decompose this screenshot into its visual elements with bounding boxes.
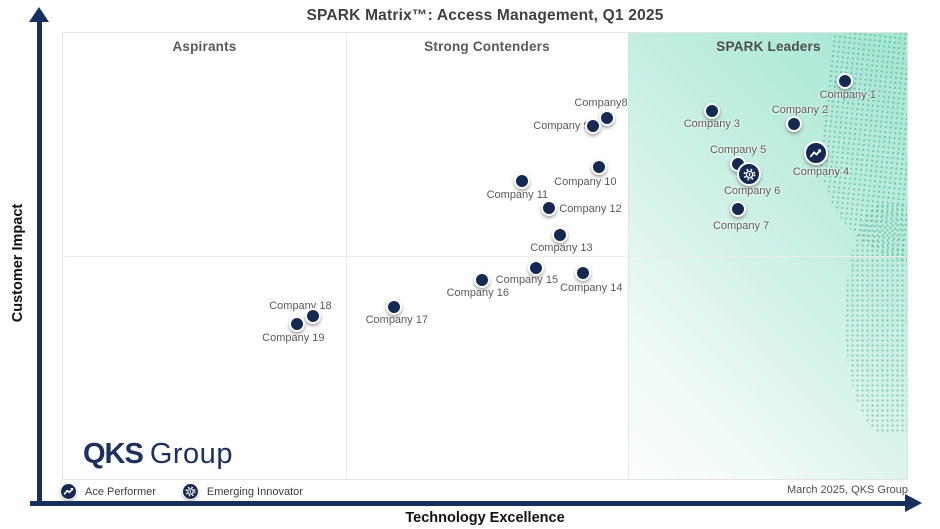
- point-label-company-2: Company 2: [771, 103, 829, 116]
- y-axis-label: Customer Impact: [10, 203, 26, 323]
- point-label-company-6: Company 6: [723, 185, 781, 198]
- point-label-company-3: Company 3: [683, 117, 741, 130]
- point-label-company-18: Company 18: [269, 300, 332, 313]
- data-point-company-13: [552, 227, 569, 244]
- data-point-company-18: [305, 308, 322, 325]
- data-point-company-14: [575, 265, 592, 282]
- data-point-company-11: [514, 172, 531, 189]
- y-axis-line: [37, 20, 42, 506]
- point-label-company-19: Company 19: [262, 332, 325, 345]
- emerging-innovator-icon: [181, 483, 199, 500]
- data-point-company-19: [289, 316, 306, 333]
- point-label-company-10: Company 10: [554, 175, 617, 188]
- y-axis-arrow-icon: [29, 7, 49, 22]
- qks-group-logo: QKS Group: [83, 438, 233, 471]
- footnote-date: March 2025, QKS Group: [786, 484, 908, 496]
- point-label-company-7: Company 7: [712, 220, 770, 233]
- data-point-company-16: [473, 271, 490, 288]
- point-label-company8: Company8: [574, 97, 628, 110]
- logo-text-qks: QKS: [83, 438, 144, 470]
- legend-item-emerging-innovator: Emerging Innovator: [181, 483, 303, 500]
- point-label-company-14: Company 14: [560, 282, 623, 295]
- point-label-company-5: Company 5: [709, 143, 767, 156]
- data-point-company-17: [385, 299, 402, 316]
- data-point-company-3: [703, 102, 720, 119]
- data-point-company-1: [836, 72, 853, 89]
- data-point-company-12: [541, 200, 558, 217]
- legend: Ace Performer Emerging Innovator: [60, 483, 303, 500]
- point-label-company-13: Company 13: [530, 242, 593, 255]
- point-label-company-4: Company 4: [792, 166, 850, 179]
- data-point-company8: [598, 110, 615, 127]
- halftone-texture: [845, 203, 907, 433]
- legend-label: Ace Performer: [85, 485, 156, 498]
- data-point-company-9: [585, 118, 602, 135]
- point-label-company-17: Company 17: [365, 314, 428, 327]
- chart-title: SPARK Matrix™: Access Management, Q1 202…: [306, 7, 664, 24]
- point-label-company-1: Company 1: [819, 88, 876, 101]
- point-label-company-11: Company 11: [486, 188, 549, 201]
- quadrant-divider-horizontal: [65, 256, 905, 257]
- x-axis-line: [30, 501, 907, 506]
- x-axis-arrow-icon: [905, 494, 922, 512]
- data-point-company-2: [785, 115, 802, 132]
- legend-item-ace-performer: Ace Performer: [60, 483, 156, 500]
- point-label-company-16: Company 16: [446, 286, 509, 299]
- quadrant-label-aspirants: Aspirants: [172, 39, 237, 54]
- logo-text-group: Group: [149, 438, 233, 470]
- ace-performer-icon: [60, 483, 77, 500]
- data-point-company-7: [730, 201, 747, 218]
- data-point-company-6-innovator-icon: [737, 162, 762, 187]
- quadrant-label-spark-leaders: SPARK Leaders: [716, 39, 821, 54]
- point-label-company-15: Company 15: [495, 274, 559, 287]
- plot-area: Aspirants Strong Contenders SPARK Leader…: [62, 32, 908, 480]
- point-label-company-12: Company 12: [559, 203, 622, 216]
- data-point-company-4-ace-icon: [803, 141, 828, 166]
- data-point-company-15: [527, 260, 544, 277]
- data-point-company-10: [591, 158, 608, 175]
- legend-label: Emerging Innovator: [206, 485, 303, 498]
- quadrant-label-strong-contenders: Strong Contenders: [424, 39, 550, 54]
- x-axis-label: Technology Excellence: [405, 510, 565, 526]
- point-label-company-9: Company 9: [533, 120, 590, 133]
